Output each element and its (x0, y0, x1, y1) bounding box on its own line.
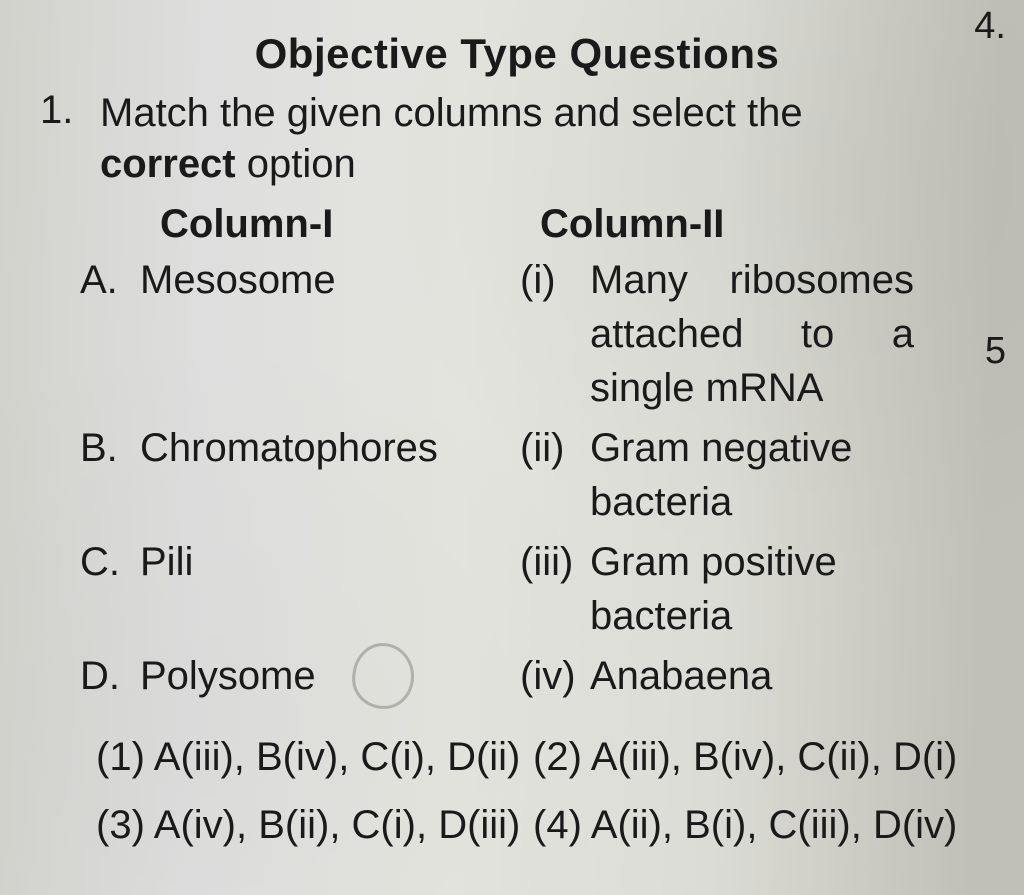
row-i-label: (i) (520, 253, 590, 307)
question-text: Match the given columns and select the c… (100, 88, 994, 190)
option-1: (1) A(iii), B(iv), C(i), D(ii) (96, 723, 533, 791)
question-row: 1. Match the given columns and select th… (40, 88, 994, 190)
row-d-label: D. (80, 649, 140, 703)
question-text-bold: correct (100, 142, 236, 186)
option-2: (2) A(iii), B(iv), C(ii), D(i) (533, 723, 970, 791)
row-a-label: A. (80, 253, 140, 307)
answer-options: (1) A(iii), B(iv), C(i), D(ii) (2) A(iii… (40, 723, 994, 859)
match-row-a: A. Mesosome (i) Many ribosomes attached … (40, 253, 994, 415)
match-row-b: B. Chromatophores (ii) Gram negative bac… (40, 421, 994, 529)
row-b-label: B. (80, 421, 140, 475)
row-ii-text: Gram negative bacteria (590, 421, 994, 529)
margin-number-mid: 5 (985, 330, 1006, 373)
column2-header: Column-II (540, 202, 724, 247)
row-iii-label: (iii) (520, 535, 590, 589)
row-b-text: Chromatophores (140, 421, 520, 475)
margin-number-top: 4. (974, 5, 1006, 48)
option-4: (4) A(ii), B(i), C(iii), D(iv) (533, 791, 970, 859)
row-ii-label: (ii) (520, 421, 590, 475)
row-c-text: Pili (140, 535, 520, 589)
row-a-text: Mesosome (140, 253, 520, 307)
options-row-2: (3) A(iv), B(ii), C(i), D(iii) (4) A(ii)… (96, 791, 970, 859)
match-row-d: D. Polysome (iv) Anabaena (40, 649, 994, 703)
column1-header: Column-I (160, 202, 520, 247)
row-iii-text: Gram positive bacteria (590, 535, 994, 643)
row-iv-label: (iv) (520, 649, 590, 703)
options-row-1: (1) A(iii), B(iv), C(i), D(ii) (2) A(iii… (96, 723, 970, 791)
question-number: 1. (40, 88, 100, 133)
textbook-page: 4. 5 Objective Type Questions 1. Match t… (0, 0, 1024, 895)
question-text-post: option (236, 142, 356, 186)
match-row-c: C. Pili (iii) Gram positive bacteria (40, 535, 994, 643)
row-iv-text: Anabaena (590, 649, 994, 703)
row-c-label: C. (80, 535, 140, 589)
row-i-text: Many ribosomes attached to a single mRNA (590, 253, 994, 415)
section-title: Objective Type Questions (40, 30, 994, 78)
columns-header: Column-I Column-II (40, 202, 994, 247)
question-text-pre: Match the given columns and select the (100, 91, 803, 135)
row-d-text: Polysome (140, 649, 520, 703)
option-3: (3) A(iv), B(ii), C(i), D(iii) (96, 791, 533, 859)
